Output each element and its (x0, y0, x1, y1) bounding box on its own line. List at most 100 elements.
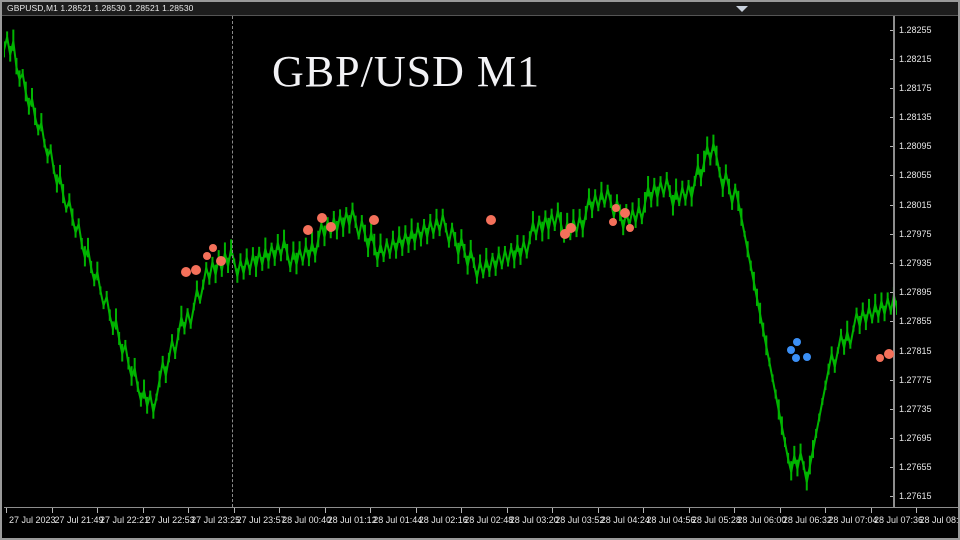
sell-signal-dot (369, 215, 379, 225)
sell-signal-dot (612, 204, 620, 212)
sell-signal-dot (209, 244, 217, 252)
time-tick-label: 28 Jul 04:56 (646, 515, 696, 525)
chart-plot-area[interactable] (4, 16, 897, 512)
sell-signal-dot (203, 252, 211, 260)
price-tick-label: 1.27695 (899, 433, 932, 444)
price-tick-label: 1.27655 (899, 462, 932, 473)
price-tick-mark (890, 438, 893, 440)
time-tick-mark (415, 508, 417, 513)
price-tick-label: 1.27615 (899, 491, 932, 502)
time-tick-mark (142, 508, 144, 513)
price-tick-label: 1.27775 (899, 374, 932, 385)
price-tick-mark (890, 175, 893, 177)
time-tick-label: 28 Jul 07:36 (873, 515, 923, 525)
sell-signal-dot (560, 229, 570, 239)
sell-signal-dot (626, 224, 634, 232)
time-tick-mark (324, 508, 326, 513)
price-line (4, 36, 897, 483)
price-series-svg (4, 29, 897, 491)
sell-signal-dot (303, 225, 313, 235)
time-axis[interactable]: 27 Jul 2023 27 Jul 21:49 27 Jul 22:21 27 Ju… (4, 507, 959, 536)
price-tick-mark (890, 233, 893, 235)
price-tick-mark (890, 263, 893, 264)
time-tick-label: 28 Jul 02:48 (464, 515, 514, 525)
sell-signal-dot (566, 223, 576, 233)
time-tick-mark (734, 508, 736, 513)
sell-signal-dot (191, 265, 201, 275)
time-tick-label: 27 Jul 23:25 (191, 515, 241, 525)
price-axis[interactable]: 1.28255 1.28215 1.28175 1.28135 1.28095 1.280… (890, 16, 956, 512)
time-tick-label: 28 Jul 06:32 (782, 515, 832, 525)
time-tick-mark (870, 508, 872, 513)
time-tick-label: 28 Jul 04:24 (600, 515, 650, 525)
price-tick-mark (890, 204, 893, 206)
time-tick-mark (825, 508, 827, 513)
time-tick-mark (552, 508, 554, 513)
sell-signal-dot (884, 349, 894, 359)
price-tick-label: 1.28015 (899, 199, 932, 210)
time-tick-mark (506, 508, 508, 513)
time-tick-label: 28 Jul 03:52 (555, 515, 605, 525)
price-tick-mark (890, 292, 893, 294)
price-tick-mark (890, 117, 893, 119)
price-tick-label: 1.27815 (899, 345, 932, 356)
quote-bar: GBPUSD,M1 1.28521 1.28530 1.28521 1.2853… (2, 2, 958, 16)
price-tick-mark (890, 321, 893, 323)
time-tick-mark (916, 508, 918, 513)
price-tick-label: 1.28135 (899, 112, 932, 123)
time-tick-label: 28 Jul 01:44 (373, 515, 423, 525)
price-tick-label: 1.28215 (899, 53, 932, 64)
time-tick-mark (688, 508, 690, 513)
time-tick-label: 27 Jul 23:57 (236, 515, 286, 525)
price-tick-mark (890, 379, 893, 381)
time-tick-mark (461, 508, 463, 513)
time-tick-label: 28 Jul 08:08 (919, 515, 959, 525)
price-axis-line (893, 16, 895, 512)
price-tick-label: 1.28095 (899, 141, 932, 152)
time-tick-mark (6, 508, 7, 513)
time-tick-label: 27 Jul 22:21 (100, 515, 150, 525)
price-tick-label: 1.27855 (899, 316, 932, 327)
time-tick-mark (643, 508, 645, 513)
time-tick-mark (97, 508, 99, 513)
sell-signal-dot (486, 215, 496, 225)
price-tick-label: 1.27935 (899, 258, 932, 268)
time-tick-label: 28 Jul 05:28 (691, 515, 741, 525)
sell-signal-dot (609, 218, 617, 226)
price-tick-label: 1.28055 (899, 170, 932, 181)
time-tick-mark (279, 508, 281, 513)
time-tick-label: 28 Jul 07:04 (828, 515, 878, 525)
price-tick-mark (890, 496, 893, 498)
sell-signal-dot (181, 267, 191, 277)
time-tick-mark (51, 508, 53, 513)
price-tick-mark (890, 58, 893, 60)
buy-signal-dot (793, 338, 801, 346)
price-tick-label: 1.27735 (899, 403, 932, 414)
time-tick-label: 28 Jul 00:40 (282, 515, 332, 525)
time-tick-label: 27 Jul 22:53 (145, 515, 195, 525)
price-tick-mark (890, 146, 893, 148)
price-tick-label: 1.27895 (899, 287, 932, 298)
time-tick-label: 28 Jul 06:00 (737, 515, 787, 525)
price-tick-mark (890, 467, 893, 469)
time-tick-mark (370, 508, 372, 513)
sell-signal-dot (620, 208, 630, 218)
sell-signal-dot (216, 256, 226, 266)
price-tick-mark (890, 29, 893, 31)
time-tick-label: 28 Jul 01:12 (327, 515, 377, 525)
time-tick-mark (233, 508, 235, 513)
price-tick-label: 1.28175 (899, 82, 932, 93)
triangle-down-icon (736, 6, 748, 12)
time-tick-mark (188, 508, 190, 513)
buy-signal-dot (792, 354, 800, 362)
buy-signal-dot (803, 353, 811, 361)
sell-signal-dot (876, 354, 884, 362)
price-bars (4, 29, 897, 491)
quote-bar-text: GBPUSD,M1 1.28521 1.28530 1.28521 1.2853… (7, 3, 194, 13)
time-tick-mark (779, 508, 781, 513)
vertical-crosshair-line (232, 16, 233, 512)
price-tick-label: 1.27975 (899, 228, 932, 239)
price-tick-mark (890, 408, 893, 410)
price-tick-label: 1.28255 (899, 24, 932, 35)
